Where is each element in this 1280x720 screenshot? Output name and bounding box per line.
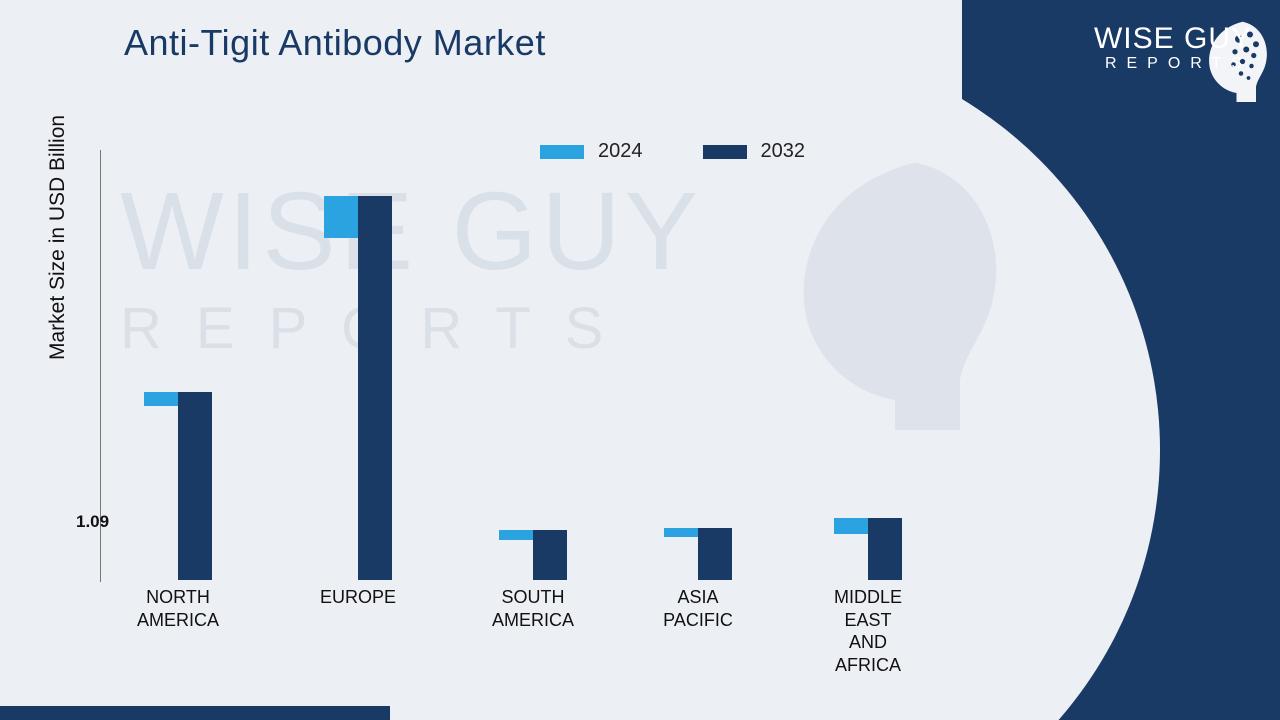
legend-swatch-2024	[540, 145, 584, 159]
x-axis-label: ASIA PACIFIC	[628, 586, 768, 631]
value-label: 1.09	[76, 512, 109, 532]
bar-2032	[358, 196, 392, 580]
bar-2032	[698, 528, 732, 580]
bar-2024	[324, 196, 358, 238]
legend-item-2024: 2024	[540, 140, 643, 163]
x-axis-label: NORTH AMERICA	[108, 586, 248, 631]
legend: 2024 2032	[540, 140, 805, 163]
bar-2032	[533, 530, 567, 580]
bar-group	[118, 392, 238, 580]
bar-2032	[868, 518, 902, 580]
bar-2024	[664, 528, 698, 537]
x-axis-label: EUROPE	[288, 586, 428, 609]
x-axis-label: MIDDLE EAST AND AFRICA	[798, 586, 938, 676]
bar-2024	[144, 392, 178, 406]
brand-logo: WISE GUY REPORTS	[1094, 24, 1252, 72]
bottom-accent-bar	[0, 706, 390, 720]
bar-group	[638, 528, 758, 580]
x-axis-label: SOUTH AMERICA	[463, 586, 603, 631]
chart-title: Anti-Tigit Antibody Market	[124, 22, 546, 64]
report-chart-canvas: WISE GUY REPORTS Anti-Tigit Antibody Mar…	[0, 0, 1280, 720]
circle-mask-wrap	[962, 0, 1280, 720]
brand-line2: REPORTS	[1094, 56, 1252, 72]
bar-group	[298, 196, 418, 580]
chart-plot-area: 1.09	[108, 180, 938, 580]
bar-group	[473, 530, 593, 580]
y-axis-label: Market Size in USD Billion	[46, 115, 70, 360]
legend-item-2032: 2032	[703, 140, 806, 163]
x-axis-labels: NORTH AMERICA EUROPE SOUTH AMERICA ASIA PAC…	[108, 586, 938, 706]
bar-2032	[178, 392, 212, 580]
bar-group	[808, 518, 928, 580]
legend-label-2024: 2024	[598, 140, 643, 163]
brand-line1: WISE GUY	[1094, 24, 1252, 54]
bar-2024	[834, 518, 868, 534]
legend-swatch-2032	[703, 145, 747, 159]
bar-2024	[499, 530, 533, 540]
legend-label-2032: 2032	[761, 140, 806, 163]
bar-groups-container: 1.09	[108, 180, 938, 580]
